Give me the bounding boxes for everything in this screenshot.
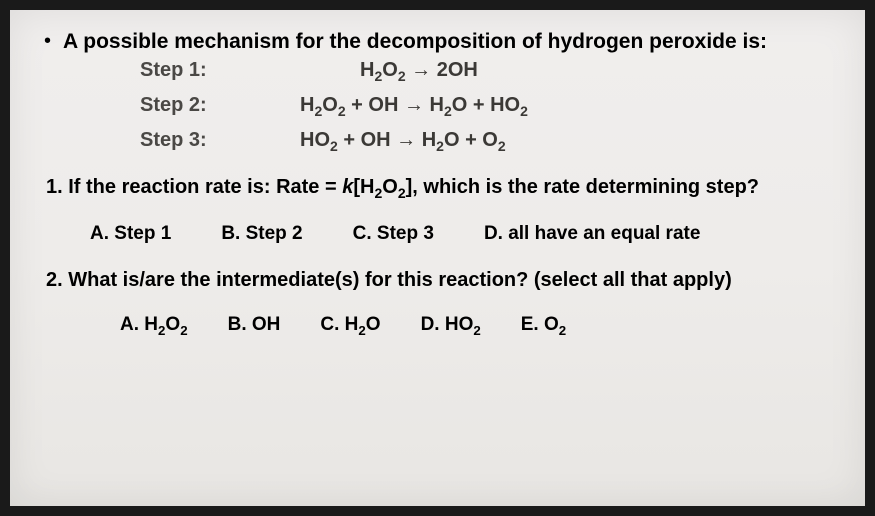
q1-prefix: If the reaction rate is: Rate =: [68, 176, 342, 198]
q1-number: 1.: [46, 176, 63, 198]
q1-option-a: A. Step 1: [90, 223, 171, 245]
step-1-label: Step 1:: [140, 59, 300, 82]
q1-options: A. Step 1 B. Step 2 C. Step 3 D. all hav…: [40, 223, 835, 245]
step-3-label: Step 3:: [140, 129, 300, 152]
q2-options: A. H2O2 B. OH C. H2O D. HO2 E. O2: [40, 314, 835, 338]
q1-option-b: B. Step 2: [221, 223, 302, 245]
step-1-formula: H2O2 → 2OH: [360, 59, 478, 84]
question-2-text: 2. What is/are the intermediate(s) for t…: [40, 269, 835, 292]
question-1-text: 1. If the reaction rate is: Rate = k[H2O…: [40, 176, 835, 201]
question-2: 2. What is/are the intermediate(s) for t…: [40, 269, 835, 338]
intro-text: A possible mechanism for the decompositi…: [63, 28, 767, 55]
q1-option-c: C. Step 3: [353, 223, 434, 245]
q2-option-d: D. HO2: [421, 314, 481, 338]
bullet-icon: •: [44, 30, 51, 53]
step-row-3: Step 3: HO2 + OH → H2O + O2: [140, 129, 835, 154]
mechanism-steps: Step 1: H2O2 → 2OH Step 2: H2O2 + OH → H…: [140, 59, 835, 154]
q2-option-e: E. O2: [521, 314, 566, 338]
worksheet-page: • A possible mechanism for the decomposi…: [10, 10, 865, 506]
step-2-formula: H2O2 + OH → H2O + HO2: [300, 94, 528, 119]
q2-option-b: B. OH: [228, 314, 281, 338]
q1-rate-expr: k[H2O2]: [342, 176, 412, 201]
question-1: 1. If the reaction rate is: Rate = k[H2O…: [40, 176, 835, 245]
q1-option-d: D. all have an equal rate: [484, 223, 700, 245]
step-3-formula: HO2 + OH → H2O + O2: [300, 129, 506, 154]
q2-body: What is/are the intermediate(s) for this…: [68, 269, 731, 291]
step-row-2: Step 2: H2O2 + OH → H2O + HO2: [140, 94, 835, 119]
q2-option-c: C. H2O: [320, 314, 380, 338]
q1-suffix: , which is the rate determining step?: [412, 176, 759, 198]
step-2-label: Step 2:: [140, 94, 300, 117]
step-row-1: Step 1: H2O2 → 2OH: [140, 59, 835, 84]
q2-option-a: A. H2O2: [120, 314, 188, 338]
q2-number: 2.: [46, 269, 63, 291]
intro-line: • A possible mechanism for the decomposi…: [40, 28, 835, 55]
